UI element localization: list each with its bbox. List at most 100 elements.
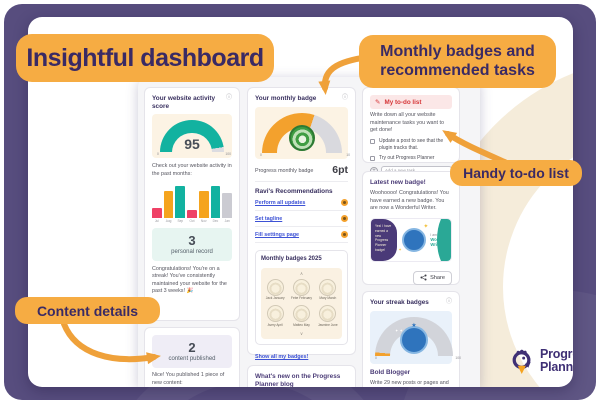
- latest-badge-card: Latest new badge! Woohoooo! Congratulati…: [362, 171, 460, 285]
- brand-line1: Progress: [540, 346, 573, 361]
- badge-name: Jasmine June: [317, 322, 338, 327]
- bar-month-label: Nov: [200, 218, 207, 223]
- show-all-badges-link[interactable]: Show all my badges!: [255, 354, 309, 361]
- gauge-min-label: 0: [157, 152, 159, 157]
- streak-gauge-panel: 0 100: [370, 310, 461, 364]
- bar-jul: [152, 207, 162, 218]
- todo-title: My to-do list: [384, 98, 422, 106]
- info-icon[interactable]: ⓘ: [445, 299, 452, 305]
- content-published-label: content published: [168, 356, 216, 363]
- task-checkbox[interactable]: [370, 138, 375, 144]
- chevron-up-icon[interactable]: ∧: [299, 270, 304, 276]
- bar-jan: [222, 192, 233, 218]
- personal-record-value: 3: [188, 232, 196, 248]
- badge-circle-icon: [292, 305, 310, 323]
- points-badge-icon: [341, 199, 348, 207]
- month-badge: Jack January: [263, 278, 287, 301]
- activity-intro-text: Check out your website activity in the p…: [152, 163, 232, 177]
- monthly-badges-subcard: Monthly badges 2025 ∧ Jack January Febe …: [255, 250, 348, 346]
- bar-oct: [187, 209, 197, 218]
- recommendations-title: Ravi's Recommendations: [255, 187, 333, 195]
- month-badge: Mary March: [316, 278, 340, 301]
- personal-record-label: personal record: [171, 248, 213, 255]
- bar-chart-month-labels: Jul Aug Sep Oct Nov Dec Jan: [152, 219, 232, 223]
- latest-badge-text: Woohoooo! Congratulations! You have earn…: [370, 190, 449, 212]
- content-published-value: 2: [188, 340, 196, 355]
- recommendation-item[interactable]: Set tagline: [255, 211, 348, 228]
- gauge-min-label: 0: [260, 152, 262, 157]
- recommendation-link[interactable]: Fill settings page: [255, 231, 300, 238]
- monthly-badges-title: Monthly badges 2025: [261, 256, 322, 263]
- month-badge: Jasmine June: [316, 305, 340, 327]
- latest-badge-title: Latest new badge!: [370, 179, 426, 186]
- callout-monthly-badges: Monthly badges and recommended tasks: [359, 35, 556, 88]
- whats-new-title: What's new on the Progress Planner blog: [255, 373, 341, 387]
- recommendation-item[interactable]: Perform all updates: [255, 195, 348, 212]
- share-button[interactable]: Share: [413, 270, 452, 285]
- badge-circle-icon: [319, 278, 337, 296]
- banner-iam: I am a: [430, 233, 440, 238]
- task-checkbox[interactable]: [370, 155, 375, 161]
- bar-month-label: Oct: [189, 218, 195, 223]
- activity-score-card: Your website activity score ⓘ 95 0 100: [144, 87, 240, 321]
- content-published-note: Nice! You published 1 piece of new conte…: [152, 372, 225, 386]
- badge-circle-icon: [266, 278, 284, 296]
- badge-share-banner: Yes! I have earned a new Progress Planne…: [370, 218, 452, 263]
- month-badge: Matteo May: [289, 305, 313, 327]
- recommendation-item[interactable]: Fill settings page: [255, 227, 348, 244]
- progress-planner-logo: Progress Planner: [510, 347, 573, 375]
- todo-task: Try out Progress Planner: [370, 155, 452, 162]
- purple-frame: Your website activity score ⓘ 95 0 100: [4, 4, 596, 400]
- gauge-max-label: 10: [346, 152, 350, 157]
- info-icon[interactable]: ⓘ: [341, 95, 348, 101]
- callout-insightful-dashboard: Insightful dashboard: [16, 34, 274, 82]
- dashboard: Your website activity score ⓘ 95 0 100: [138, 77, 480, 387]
- gauge-max-label: 100: [225, 152, 231, 157]
- bar-aug: [163, 190, 174, 218]
- monthly-badge-gauge: [261, 112, 342, 153]
- pencil-icon: ✎: [375, 99, 381, 106]
- wonderful-writer-badge-icon: [398, 223, 428, 253]
- recommendation-link[interactable]: Set tagline: [255, 215, 283, 222]
- callout-content-details: Content details: [15, 297, 160, 324]
- bar-nov: [198, 190, 209, 218]
- monthly-gauge-panel: 0 10: [255, 106, 350, 159]
- personal-record-stat: 3 personal record: [152, 227, 232, 261]
- month-badge: Avery April: [263, 305, 287, 327]
- share-label: Share: [430, 274, 445, 281]
- activity-score-value: 95: [184, 136, 200, 153]
- badge-circle-icon: [266, 305, 284, 323]
- recommendation-link[interactable]: Perform all updates: [255, 199, 306, 206]
- streak-note: Congratulations! You're on a streak! You…: [152, 265, 227, 295]
- brand-line2: Planner: [540, 360, 573, 374]
- bar-month-label: Sep: [177, 218, 184, 223]
- bar-month-label: Dec: [212, 218, 219, 223]
- activity-card-title: Your website activity score: [152, 95, 216, 110]
- callout-handy-todo: Handy to-do list: [450, 160, 582, 186]
- banner-teal-edge: [437, 219, 451, 262]
- task-label: Update a post to see that the plugin tra…: [379, 138, 444, 151]
- activity-gauge: 95: [160, 120, 224, 153]
- chevron-down-icon[interactable]: ∨: [299, 330, 304, 336]
- content-published-stat: 2 content published: [152, 335, 232, 369]
- streak-badges-card: Your streak badges ⓘ 0 100 Bold Blo: [362, 291, 461, 387]
- whats-new-card: What's new on the Progress Planner blog: [247, 365, 356, 387]
- streak-gauge: [375, 316, 453, 356]
- task-label: Try out Progress Planner: [379, 155, 435, 162]
- month-badge: Febe February: [289, 278, 313, 301]
- badge-name: Febe February: [291, 296, 312, 301]
- streak-badge-desc: Write 29 new posts or pages and earn you…: [370, 380, 449, 387]
- badge-name: Matteo May: [293, 322, 310, 327]
- points-badge-icon: [341, 231, 348, 239]
- bar-month-label: Jul: [154, 218, 159, 223]
- badge-circle-icon: [319, 305, 337, 323]
- info-icon[interactable]: ⓘ: [225, 95, 232, 101]
- bar-month-label: Jan: [224, 218, 230, 223]
- todo-description: Write down all your website maintenance …: [370, 112, 445, 134]
- todo-card-header: ✎ My to-do list: [370, 95, 452, 109]
- bold-blogger-badge-icon: [395, 325, 428, 354]
- streak-card-title: Your streak badges: [370, 299, 429, 306]
- bar-month-label: Aug: [165, 218, 172, 223]
- bar-dec: [210, 185, 221, 218]
